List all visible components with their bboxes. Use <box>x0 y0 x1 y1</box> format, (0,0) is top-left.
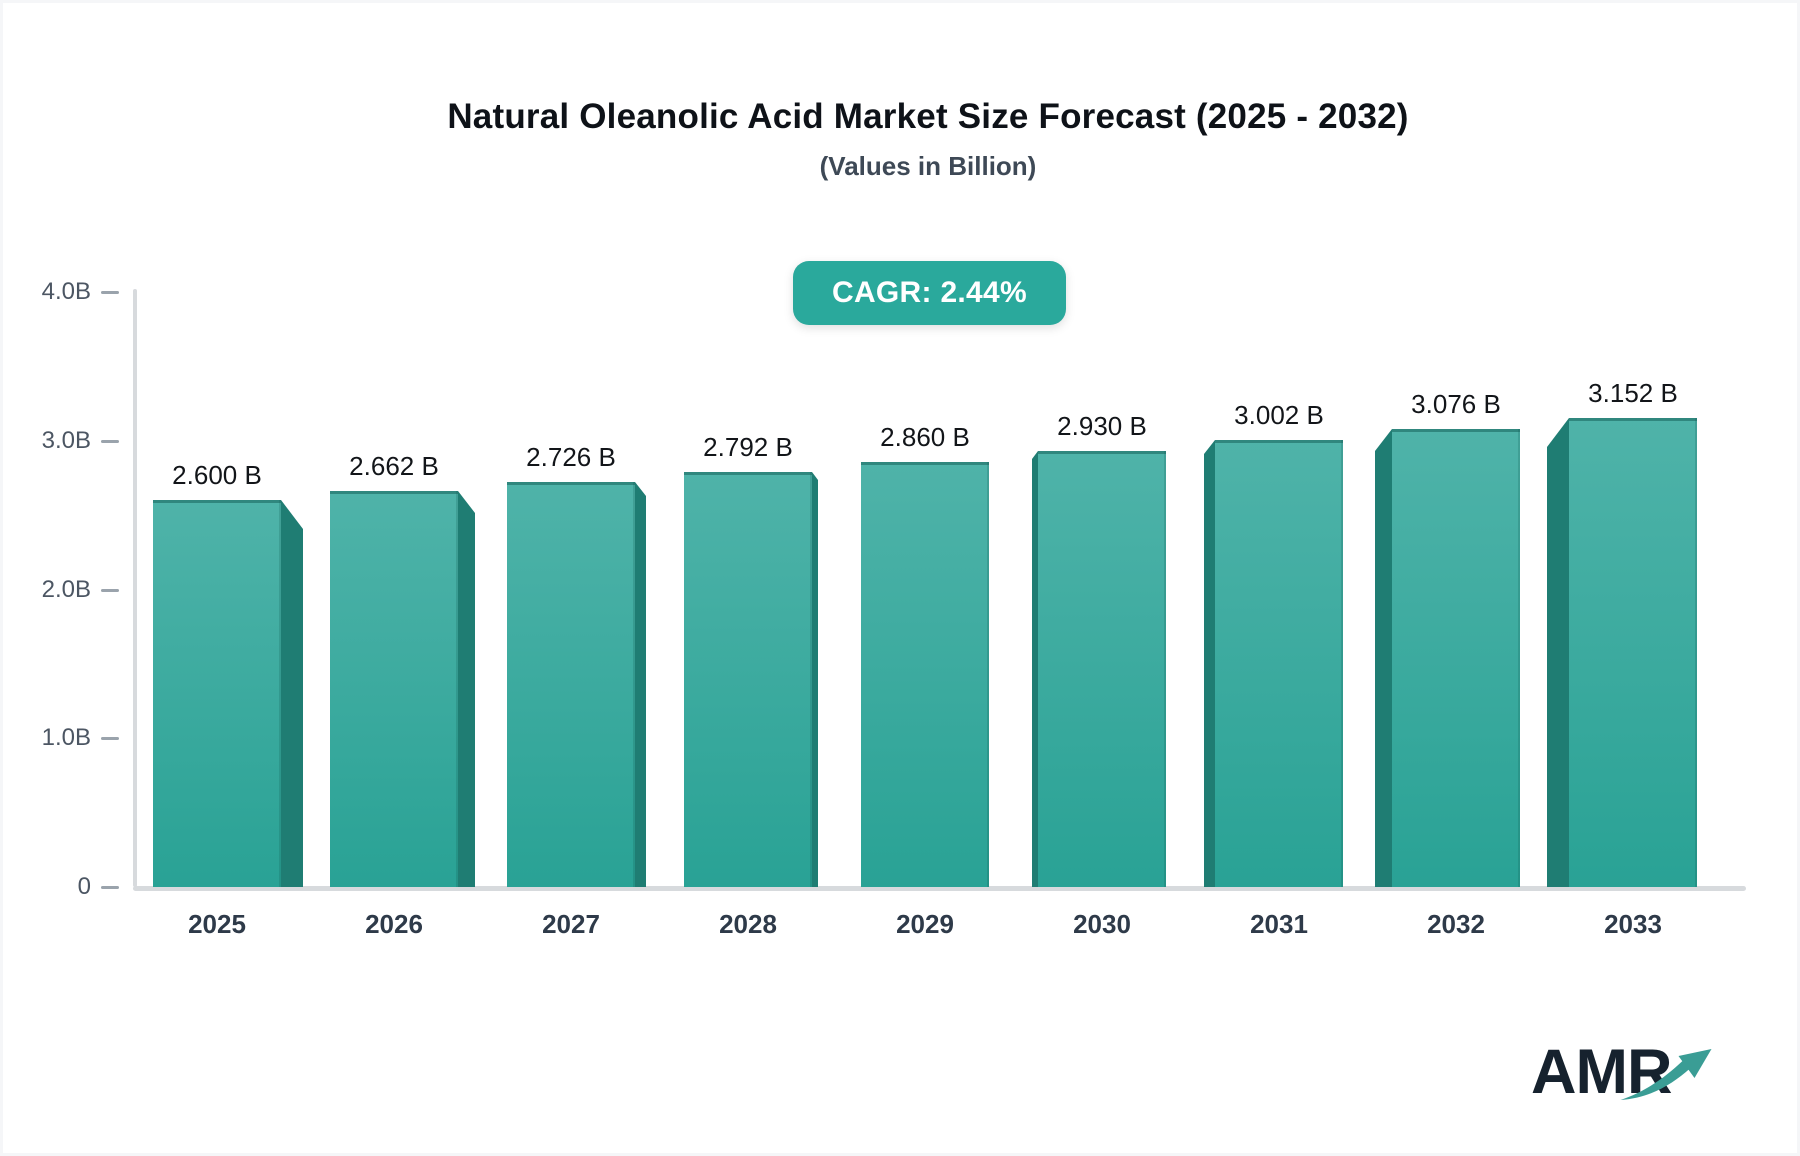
y-axis-tick-label: 0 <box>77 873 91 900</box>
x-axis-category-label: 2033 <box>1604 909 1662 939</box>
bar-face <box>1392 429 1520 887</box>
bar-face <box>507 482 635 887</box>
bar-side-3d <box>635 482 646 887</box>
amr-logo: AMR <box>1531 1039 1751 1129</box>
bar-face <box>861 462 989 887</box>
bar-2027: 2.726 B 2027 <box>507 442 646 939</box>
bar-value-label: 2.860 B <box>880 422 970 452</box>
bar-face <box>1569 418 1697 887</box>
x-axis-category-label: 2032 <box>1427 909 1485 939</box>
y-axis-tick <box>101 440 119 443</box>
bar-value-label: 2.662 B <box>349 451 439 481</box>
bar-side-3d <box>1547 418 1569 887</box>
y-axis-tick-label: 1.0B <box>41 724 91 751</box>
bar-value-label: 2.600 B <box>172 460 262 490</box>
bar-face <box>1215 440 1343 887</box>
bar-face <box>684 472 812 887</box>
y-axis-tick <box>101 886 119 889</box>
bar-2029: 2.860 B 2029 <box>861 422 989 939</box>
x-axis-category-label: 2026 <box>365 909 423 939</box>
chart-subtitle: (Values in Billion) <box>819 151 1037 181</box>
bar-2025: 2.600 B 2025 <box>153 460 303 939</box>
bar-2026: 2.662 B 2026 <box>330 451 475 939</box>
bar-value-label: 3.002 B <box>1234 400 1324 430</box>
bar-side-3d <box>458 491 475 887</box>
growth-arrow-icon <box>1620 1049 1712 1100</box>
x-axis-line <box>133 886 1746 891</box>
bar-side-3d <box>1375 429 1392 887</box>
bar-value-label: 2.726 B <box>526 442 616 472</box>
chart-header: Natural Oleanolic Acid Market Size Forec… <box>3 3 1797 182</box>
bar-2033: 3.152 B 2033 <box>1547 378 1697 939</box>
bar-face <box>1038 451 1166 887</box>
cagr-badge: CAGR: 2.44% <box>793 261 1066 325</box>
bar-value-label: 2.930 B <box>1057 411 1147 441</box>
y-axis-tick-label: 3.0B <box>41 427 91 454</box>
y-axis-line <box>133 289 137 887</box>
bar-face <box>153 500 281 887</box>
bar-side-3d <box>1204 440 1215 887</box>
x-axis-category-label: 2031 <box>1250 909 1308 939</box>
x-axis-category-label: 2030 <box>1073 909 1131 939</box>
bar-side-3d <box>812 472 818 887</box>
bar-2031: 3.002 B 2031 <box>1204 400 1343 939</box>
bar-2028: 2.792 B 2028 <box>684 432 818 939</box>
x-axis-category-label: 2027 <box>542 909 600 939</box>
bar-face <box>330 491 458 887</box>
x-axis-category-label: 2029 <box>896 909 954 939</box>
y-axis-tick <box>101 589 119 592</box>
chart-title: Natural Oleanolic Acid Market Size Forec… <box>447 97 1409 136</box>
y-axis-tick <box>101 737 119 740</box>
x-axis-category-label: 2028 <box>719 909 777 939</box>
x-axis-category-label: 2025 <box>188 909 246 939</box>
y-axis-tick-label: 4.0B <box>41 278 91 305</box>
bar-side-3d <box>281 500 303 887</box>
bar-side-3d <box>1032 451 1038 887</box>
bar-value-label: 3.152 B <box>1588 378 1678 408</box>
bar-2032: 3.076 B 2032 <box>1375 389 1520 939</box>
bar-value-label: 2.792 B <box>703 432 793 462</box>
bar-value-label: 3.076 B <box>1411 389 1501 419</box>
y-axis-tick-label: 2.0B <box>41 576 91 603</box>
bar-2030: 2.930 B 2030 <box>1032 411 1166 939</box>
cagr-badge-label: CAGR: 2.44% <box>831 276 1028 309</box>
y-axis-tick <box>101 291 119 294</box>
